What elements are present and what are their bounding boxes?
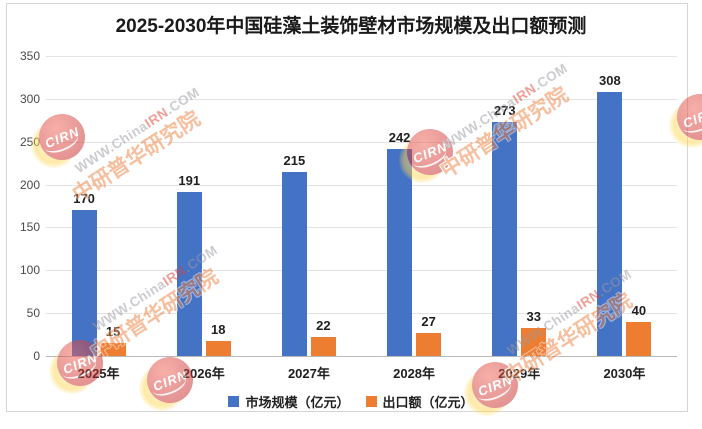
bar-value-label: 242 bbox=[388, 129, 411, 145]
chart-title: 2025-2030年中国硅藻土装饰壁材市场规模及出口额预测 bbox=[115, 16, 587, 37]
gridline bbox=[46, 184, 677, 186]
bar-export bbox=[521, 327, 547, 356]
y-tick-label: 150 bbox=[19, 220, 40, 235]
legend: 市场规模（亿元） 出口额（亿元） bbox=[0, 392, 702, 411]
bar-market-size bbox=[492, 122, 518, 356]
bar-market-size bbox=[71, 210, 97, 356]
gridline bbox=[46, 313, 677, 315]
legend-label: 出口额（亿元） bbox=[382, 395, 474, 410]
bar-market-size bbox=[387, 148, 413, 356]
x-axis-line bbox=[46, 356, 677, 357]
x-axis-label: 2029年 bbox=[498, 366, 541, 381]
bar-export bbox=[626, 321, 652, 356]
bar-export bbox=[205, 340, 231, 356]
x-axis-label: 2027年 bbox=[287, 366, 330, 381]
bar-export bbox=[100, 343, 126, 356]
bar-value-label: 273 bbox=[493, 103, 516, 118]
bar-value-label: 191 bbox=[178, 173, 201, 189]
bar-export bbox=[416, 332, 442, 356]
bar-value-label: 22 bbox=[316, 318, 331, 334]
bar-value-label: 27 bbox=[421, 313, 436, 329]
x-axis-label: 2030年 bbox=[603, 366, 646, 381]
bar-value-label: 170 bbox=[73, 191, 95, 207]
gridline bbox=[46, 270, 677, 272]
y-tick-label: 0 bbox=[33, 349, 40, 363]
legend-item: 出口额（亿元） bbox=[365, 392, 474, 411]
gridline bbox=[46, 56, 677, 57]
bar-value-label: 18 bbox=[211, 321, 226, 337]
bar-value-label: 40 bbox=[631, 302, 647, 318]
x-axis-label: 2026年 bbox=[182, 366, 225, 381]
y-tick-label: 100 bbox=[19, 263, 40, 278]
bar-value-label: 33 bbox=[526, 308, 541, 324]
x-axis-label: 2028年 bbox=[393, 366, 436, 381]
bar-value-label: 308 bbox=[599, 73, 621, 88]
x-axis-label: 2025年 bbox=[77, 366, 120, 381]
y-tick-label: 200 bbox=[19, 177, 40, 192]
y-tick-label: 250 bbox=[19, 134, 40, 149]
legend-label: 市场规模（亿元） bbox=[245, 395, 350, 410]
gridline bbox=[46, 227, 677, 229]
legend-swatch-icon bbox=[228, 396, 240, 407]
y-tick-label: 50 bbox=[26, 306, 40, 321]
bar-market-size bbox=[281, 171, 307, 356]
gridline bbox=[46, 141, 677, 143]
legend-swatch-icon bbox=[365, 396, 377, 407]
bar-value-label: 15 bbox=[105, 324, 121, 340]
bar-market-size bbox=[176, 192, 202, 356]
bar-value-label: 215 bbox=[283, 152, 306, 168]
legend-item: 市场规模（亿元） bbox=[228, 392, 350, 411]
bar-export bbox=[310, 337, 336, 356]
y-tick-label: 350 bbox=[19, 49, 40, 63]
y-tick-label: 300 bbox=[19, 91, 40, 106]
gridline bbox=[46, 98, 677, 100]
bar-market-size bbox=[597, 92, 623, 356]
